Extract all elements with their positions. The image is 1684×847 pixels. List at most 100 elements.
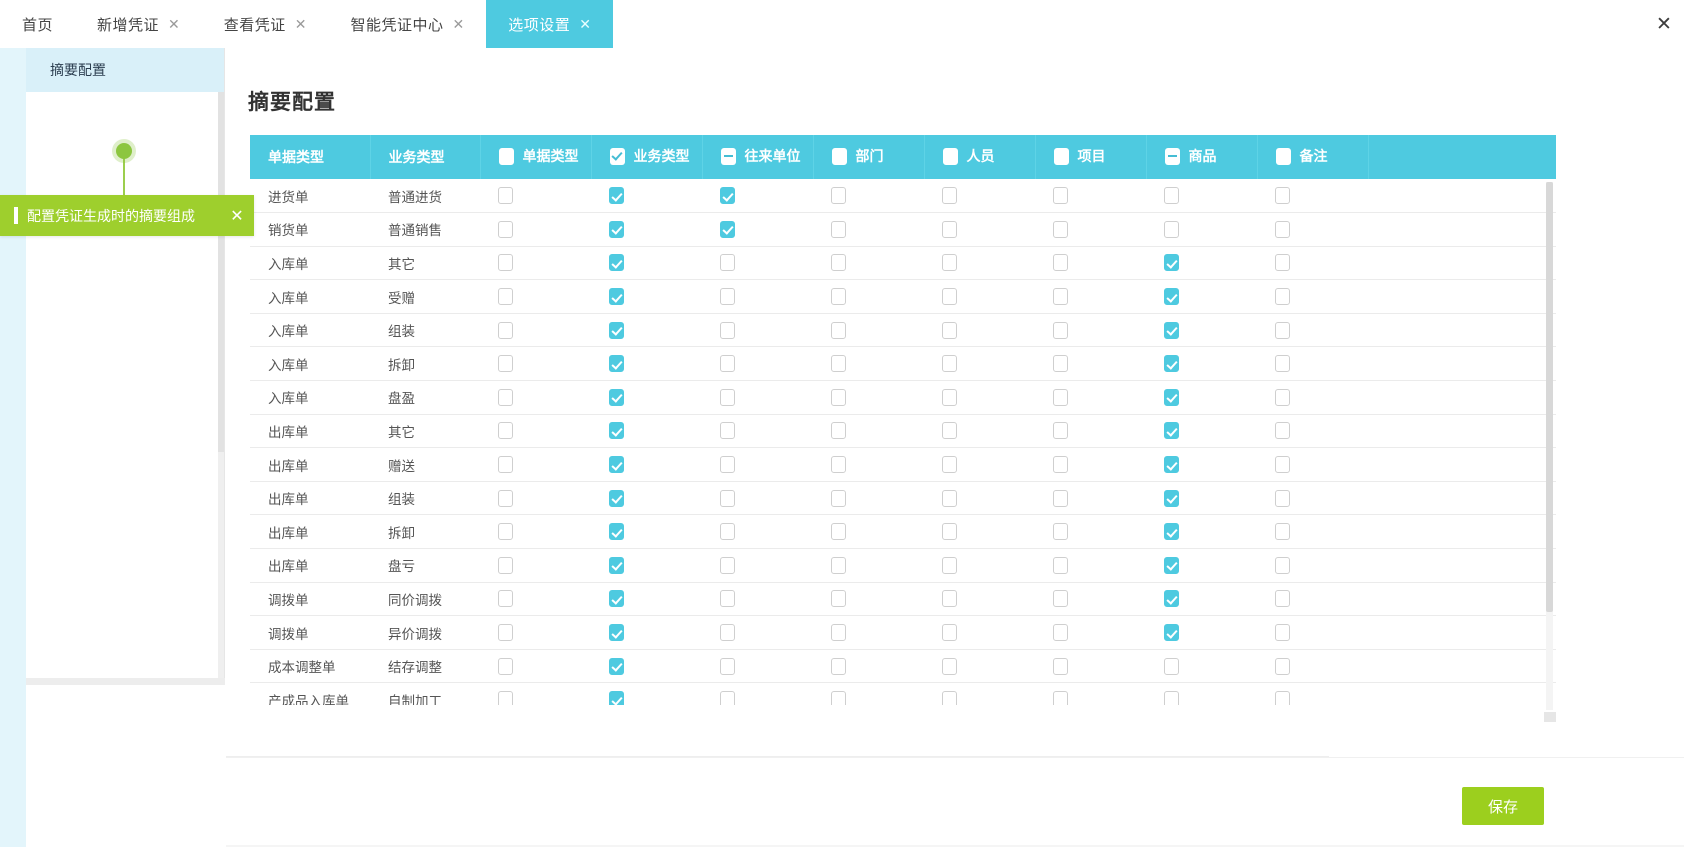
cell-checkbox-c_part[interactable] [702, 380, 813, 415]
cell-checkbox-c_dept[interactable] [813, 212, 924, 247]
row-checkbox-c_part-icon[interactable] [720, 590, 735, 608]
row-checkbox-c_dept-icon[interactable] [831, 422, 846, 440]
row-checkbox-c_good-icon[interactable] [1164, 556, 1179, 574]
save-button[interactable]: 保存 [1462, 787, 1544, 825]
cell-checkbox-c_note[interactable] [1257, 447, 1368, 482]
row-checkbox-c_note-icon[interactable] [1275, 220, 1290, 238]
cell-checkbox-c_good[interactable] [1146, 514, 1257, 550]
tab-close-icon[interactable]: ✕ [168, 16, 180, 32]
column-header-c_good[interactable]: 商品 [1146, 135, 1258, 179]
row-checkbox-c_proj-icon[interactable] [1053, 422, 1068, 440]
row-checkbox-c_doc-icon[interactable] [498, 590, 513, 608]
sidebar-item-summary-config[interactable]: 摘要配置 [26, 48, 224, 92]
cell-checkbox-c_good[interactable] [1146, 279, 1257, 314]
row-checkbox-c_biz-icon[interactable] [609, 624, 624, 642]
row-checkbox-c_good-icon[interactable] [1164, 220, 1179, 238]
cell-checkbox-c_proj[interactable] [1035, 380, 1146, 415]
header-checkbox-c_biz-icon[interactable] [609, 147, 625, 165]
cell-checkbox-c_good[interactable] [1146, 346, 1257, 382]
cell-checkbox-c_dept[interactable] [813, 615, 924, 650]
header-checkbox-c_dept-icon[interactable] [831, 147, 847, 165]
tab-close-icon[interactable]: ✕ [452, 16, 465, 32]
cell-checkbox-c_note[interactable] [1257, 212, 1368, 247]
row-checkbox-c_doc-icon[interactable] [498, 456, 513, 474]
row-checkbox-c_doc-icon[interactable] [498, 657, 513, 675]
cell-checkbox-c_doc[interactable] [480, 682, 591, 705]
cell-checkbox-c_proj[interactable] [1035, 514, 1146, 550]
row-checkbox-c_part-icon[interactable] [720, 254, 735, 272]
row-checkbox-c_doc-icon[interactable] [498, 691, 513, 705]
cell-checkbox-c_pers[interactable] [924, 548, 1035, 583]
row-checkbox-c_dept-icon[interactable] [831, 388, 846, 406]
header-checkbox-c_pers-icon[interactable] [942, 147, 958, 165]
cell-checkbox-c_doc[interactable] [480, 582, 591, 617]
row-checkbox-c_part-icon[interactable] [720, 624, 735, 642]
cell-checkbox-c_dept[interactable] [813, 346, 924, 382]
row-checkbox-c_pers-icon[interactable] [942, 456, 957, 474]
row-checkbox-c_proj-icon[interactable] [1053, 321, 1068, 339]
row-checkbox-c_dept-icon[interactable] [831, 220, 846, 238]
cell-checkbox-c_good[interactable] [1146, 179, 1257, 214]
row-checkbox-c_pers-icon[interactable] [942, 220, 957, 238]
row-checkbox-c_proj-icon[interactable] [1053, 355, 1068, 373]
row-checkbox-c_doc-icon[interactable] [498, 422, 513, 440]
cell-checkbox-c_part[interactable] [702, 179, 813, 214]
row-checkbox-c_good-icon[interactable] [1164, 187, 1179, 205]
cell-checkbox-c_pers[interactable] [924, 414, 1035, 449]
row-checkbox-c_proj-icon[interactable] [1053, 590, 1068, 608]
cell-checkbox-c_proj[interactable] [1035, 682, 1146, 705]
sidebar-horizontal-scrollbar[interactable] [26, 678, 225, 685]
cell-checkbox-c_dept[interactable] [813, 582, 924, 617]
cell-checkbox-c_part[interactable] [702, 447, 813, 482]
row-checkbox-c_note-icon[interactable] [1275, 523, 1290, 541]
sidebar-scrollbar[interactable] [218, 92, 224, 678]
row-checkbox-c_biz-icon[interactable] [609, 657, 624, 675]
row-checkbox-c_proj-icon[interactable] [1053, 556, 1068, 574]
row-checkbox-c_dept-icon[interactable] [831, 691, 846, 705]
cell-checkbox-c_doc[interactable] [480, 313, 591, 348]
row-checkbox-c_pers-icon[interactable] [942, 422, 957, 440]
header-checkbox-c_part-icon[interactable] [720, 147, 736, 165]
row-checkbox-c_dept-icon[interactable] [831, 657, 846, 675]
cell-checkbox-c_pers[interactable] [924, 212, 1035, 247]
row-checkbox-c_note-icon[interactable] [1275, 288, 1290, 306]
cell-checkbox-c_proj[interactable] [1035, 481, 1146, 516]
row-checkbox-c_doc-icon[interactable] [498, 624, 513, 642]
cell-checkbox-c_dept[interactable] [813, 179, 924, 214]
row-checkbox-c_good-icon[interactable] [1164, 288, 1179, 306]
cell-checkbox-c_proj[interactable] [1035, 279, 1146, 314]
cell-checkbox-c_good[interactable] [1146, 246, 1257, 281]
cell-checkbox-c_biz[interactable] [591, 346, 702, 382]
cell-checkbox-c_pers[interactable] [924, 279, 1035, 314]
tab-3[interactable]: 智能凭证中心 ✕ [328, 0, 487, 48]
column-header-c_doc[interactable]: 单据类型 [480, 135, 592, 179]
cell-checkbox-c_pers[interactable] [924, 346, 1035, 382]
cell-checkbox-c_note[interactable] [1257, 582, 1368, 617]
cell-checkbox-c_note[interactable] [1257, 514, 1368, 550]
cell-checkbox-c_good[interactable] [1146, 380, 1257, 415]
cell-checkbox-c_biz[interactable] [591, 615, 702, 650]
row-checkbox-c_note-icon[interactable] [1275, 355, 1290, 373]
row-checkbox-c_doc-icon[interactable] [498, 187, 513, 205]
row-checkbox-c_note-icon[interactable] [1275, 691, 1290, 705]
cell-checkbox-c_pers[interactable] [924, 514, 1035, 550]
tab-close-icon[interactable]: ✕ [579, 16, 592, 32]
row-checkbox-c_note-icon[interactable] [1275, 187, 1290, 205]
row-checkbox-c_biz-icon[interactable] [609, 187, 624, 205]
row-checkbox-c_good-icon[interactable] [1164, 388, 1179, 406]
cell-checkbox-c_biz[interactable] [591, 212, 702, 247]
cell-checkbox-c_doc[interactable] [480, 481, 591, 516]
cell-checkbox-c_proj[interactable] [1035, 649, 1146, 684]
sidebar-scrollbar-thumb[interactable] [218, 92, 224, 452]
cell-checkbox-c_part[interactable] [702, 346, 813, 382]
cell-checkbox-c_note[interactable] [1257, 179, 1368, 214]
cell-checkbox-c_biz[interactable] [591, 279, 702, 314]
cell-checkbox-c_doc[interactable] [480, 649, 591, 684]
cell-checkbox-c_dept[interactable] [813, 649, 924, 684]
cell-checkbox-c_doc[interactable] [480, 212, 591, 247]
cell-checkbox-c_biz[interactable] [591, 246, 702, 281]
row-checkbox-c_proj-icon[interactable] [1053, 254, 1068, 272]
row-checkbox-c_doc-icon[interactable] [498, 321, 513, 339]
row-checkbox-c_dept-icon[interactable] [831, 523, 846, 541]
row-checkbox-c_dept-icon[interactable] [831, 355, 846, 373]
